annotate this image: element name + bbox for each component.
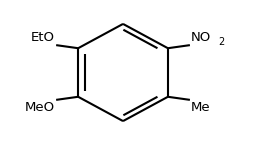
Text: Me: Me bbox=[191, 101, 211, 114]
Text: 2: 2 bbox=[218, 37, 225, 47]
Text: MeO: MeO bbox=[25, 101, 55, 114]
Text: NO: NO bbox=[191, 31, 211, 44]
Text: EtO: EtO bbox=[31, 31, 55, 44]
